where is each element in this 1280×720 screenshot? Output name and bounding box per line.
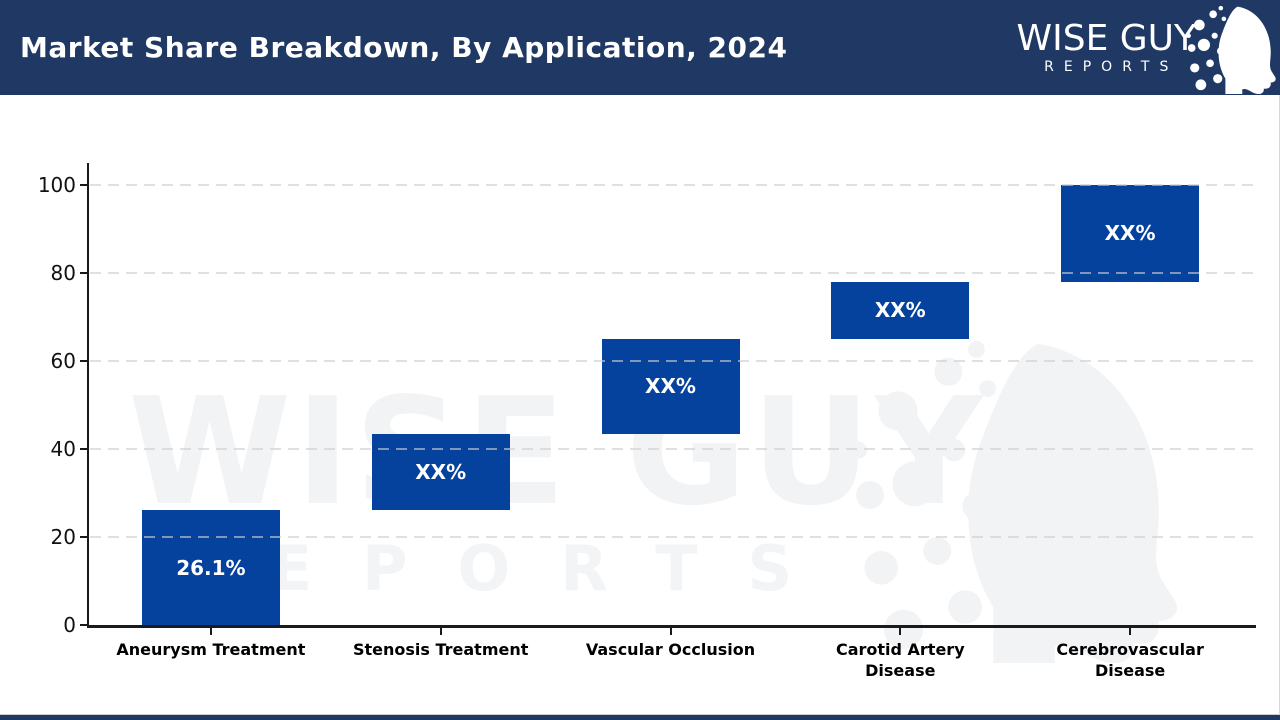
x-category-label: Vascular Occlusion [585,640,756,659]
x-axis-line [87,625,1256,628]
bar-value-label: 26.1% [176,555,246,580]
y-axis-line [87,163,89,628]
bar-value-label: XX% [1104,221,1156,246]
y-tick-label-60: 60 [50,349,76,373]
page-title: Market Share Breakdown, By Application, … [20,31,788,64]
watermark-text-wise-guy: WISE GUY [128,366,987,538]
y-tick-label-100: 100 [37,173,76,197]
bar-segment [601,339,740,434]
bar-segment [1061,185,1200,282]
y-tick-label-80: 80 [50,261,76,285]
y-tick-label-0: 0 [63,613,76,637]
x-tick [899,628,902,635]
x-tick [1129,628,1132,635]
logo-text: WISE GUY REPORTS [1016,18,1197,75]
watermark-dotted-head [850,341,1177,664]
x-tick [439,628,442,635]
bar-value-label: XX% [415,459,467,484]
wise-guy-reports-logo: WISE GUY REPORTS [1017,2,1280,94]
logo-name: WISE GUY [1016,18,1197,59]
bar-segment [831,281,970,339]
bar-value-label: XX% [874,298,926,323]
y-tick-20 [80,536,88,538]
y-tick-60 [80,360,88,362]
x-tick [669,628,672,635]
bar-segment [141,510,280,625]
x-category-label: Aneurysm Treatment [116,640,306,659]
y-tick-label-40: 40 [50,437,76,461]
y-tick-100 [80,184,88,186]
footer-bar [0,715,1280,720]
bar-value-label: XX% [645,374,696,399]
gridline-20 [90,536,1256,538]
x-tick [209,628,212,635]
y-tick-80 [80,272,88,274]
y-tick-label-20: 20 [50,525,76,549]
header-bar: Market Share Breakdown, By Application, … [0,0,1280,95]
gridline-100 [90,184,1256,186]
logo-subtitle: REPORTS [1044,59,1179,75]
dotted-head-icon [1186,5,1276,94]
gridline-40 [90,448,1256,450]
x-category-label: Carotid Artery Disease [835,640,965,680]
chart-area: WISE GUY REPORTS 0 20 40 60 80 100 26.1% Aneury… [0,95,1280,715]
x-category-label: Cerebrovascular Disease [1056,640,1204,680]
gridline-80 [90,272,1256,274]
x-category-label: Stenosis Treatment [352,640,529,659]
y-tick-0 [80,624,88,626]
bar-segment [371,433,510,511]
y-tick-40 [80,448,88,450]
gridline-60 [90,360,1256,362]
